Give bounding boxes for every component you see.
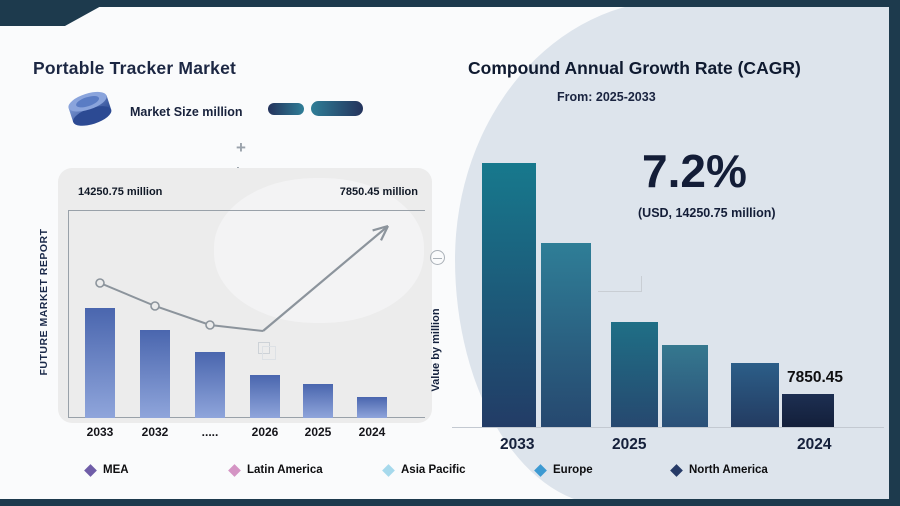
legend-label: North America bbox=[689, 464, 768, 476]
circle-minus-icon bbox=[430, 250, 445, 265]
legend-item: Latin America bbox=[228, 463, 323, 477]
market-bar-column: 2033 bbox=[85, 308, 115, 439]
market-x-label: 2025 bbox=[304, 425, 332, 439]
market-x-label: 2033 bbox=[86, 425, 114, 439]
legend-label: Latin America bbox=[247, 464, 323, 476]
pill-icon bbox=[311, 101, 363, 116]
panel-highlight bbox=[214, 178, 424, 323]
market-bar-column: 2032 bbox=[140, 330, 170, 439]
legend-label: Asia Pacific bbox=[401, 464, 466, 476]
market-bar-column: ..... bbox=[195, 352, 225, 439]
market-bar bbox=[250, 375, 280, 418]
top-border bbox=[0, 0, 900, 7]
cagr-bar bbox=[541, 243, 591, 427]
market-bar-column: 2024 bbox=[357, 397, 387, 439]
cagr-callout-value: 7850.45 bbox=[787, 369, 844, 386]
market-bar bbox=[357, 397, 387, 418]
market-bars: 2033 2032..... 2026 2025 2024 bbox=[58, 168, 432, 439]
pill-decoration bbox=[268, 101, 363, 116]
legend-diamond-icon bbox=[382, 463, 395, 477]
cagr-axis-line bbox=[452, 427, 884, 428]
cagr-x-label: 2024 bbox=[797, 436, 832, 453]
cagr-x-label: 2033 bbox=[500, 436, 535, 453]
legend-item: Asia Pacific bbox=[382, 463, 466, 477]
plus-icon: + bbox=[236, 138, 246, 157]
legend-item: MEA bbox=[84, 463, 129, 477]
legend-item: North America bbox=[670, 463, 768, 477]
market-bar bbox=[140, 330, 170, 418]
cagr-usd-note: (USD, 14250.75 million) bbox=[638, 206, 776, 220]
market-size-legend: Market Size million bbox=[62, 88, 243, 135]
cagr-percentage: 7.2% bbox=[642, 145, 747, 197]
cylinder-icon bbox=[62, 88, 120, 135]
market-value-2024: 7850.45 million bbox=[339, 186, 418, 198]
market-plot-axes bbox=[68, 210, 425, 418]
market-bar-column: 2026 bbox=[250, 375, 280, 439]
cagr-bar bbox=[662, 345, 708, 427]
market-x-label: ..... bbox=[201, 425, 219, 439]
legend-diamond-icon bbox=[534, 463, 547, 477]
legend-label: MEA bbox=[103, 464, 129, 476]
left-chart-title: Portable Tracker Market bbox=[33, 58, 237, 78]
market-bar-column: 2025 bbox=[303, 384, 333, 439]
market-x-label: 2026 bbox=[251, 425, 279, 439]
right-border bbox=[889, 0, 900, 506]
legend-diamond-icon bbox=[670, 463, 683, 477]
market-size-legend-label: Market Size million bbox=[130, 104, 243, 119]
market-value-2033: 14250.75 million bbox=[78, 186, 163, 198]
cagr-bar bbox=[482, 163, 536, 427]
legend-label: Europe bbox=[553, 464, 593, 476]
decor-square-icon bbox=[258, 342, 276, 360]
legend-item: Europe bbox=[534, 463, 593, 477]
market-x-label: 2032 bbox=[141, 425, 169, 439]
market-chart-panel: 14250.75 million 7850.45 million 2033 203… bbox=[58, 168, 432, 439]
market-bar bbox=[85, 308, 115, 418]
cagr-bar bbox=[731, 363, 779, 427]
cagr-subtitle: From: 2025-2033 bbox=[557, 90, 656, 104]
legend-diamond-icon bbox=[84, 463, 97, 477]
bottom-border bbox=[0, 499, 900, 506]
cagr-bar bbox=[782, 394, 834, 427]
market-bar bbox=[303, 384, 333, 418]
market-x-label: 2024 bbox=[358, 425, 386, 439]
cagr-bar bbox=[611, 322, 658, 427]
pill-icon bbox=[268, 102, 304, 115]
decor-bracket-icon bbox=[598, 276, 642, 292]
market-bar bbox=[195, 352, 225, 418]
legend-diamond-icon bbox=[228, 463, 241, 477]
trend-line-svg bbox=[95, 224, 389, 332]
cagr-title: Compound Annual Growth Rate (CAGR) bbox=[468, 58, 801, 78]
cagr-x-label: 2025 bbox=[612, 436, 647, 453]
